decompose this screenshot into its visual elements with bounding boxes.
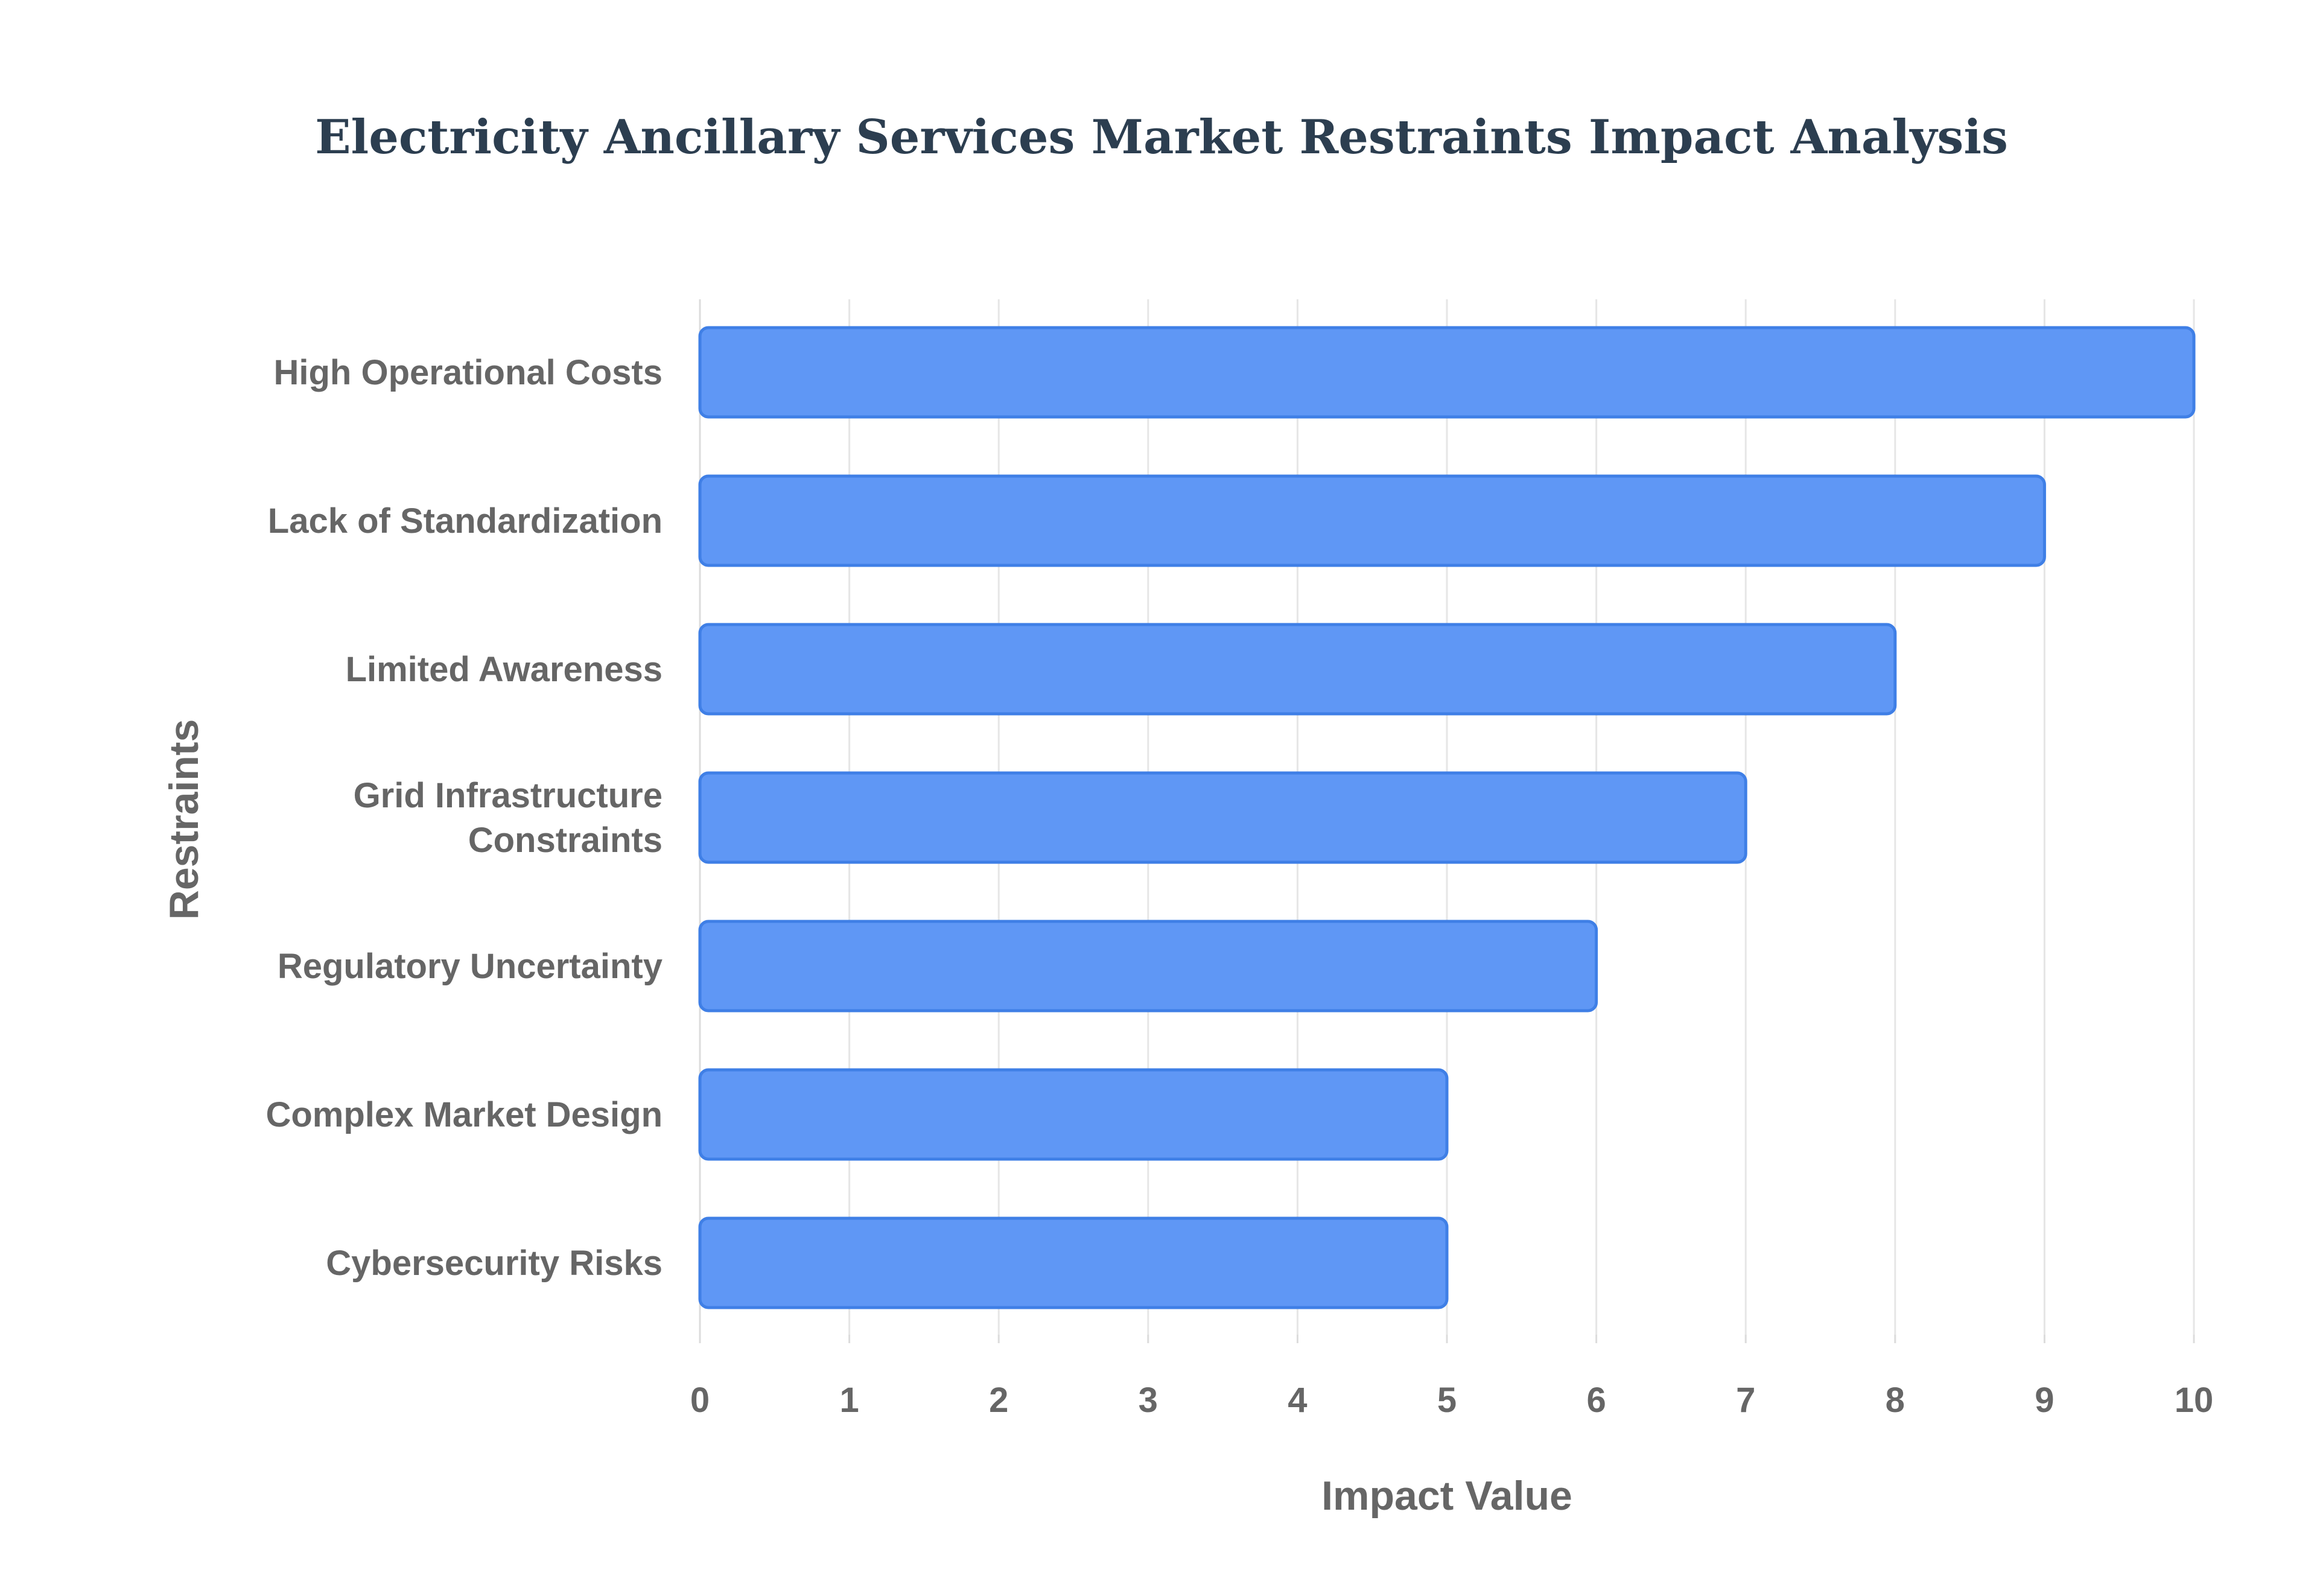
bar[interactable] <box>698 623 1897 716</box>
category-label: Cybersecurity Risks <box>326 1244 663 1283</box>
category-label: Limited Awareness <box>346 650 663 689</box>
bar[interactable] <box>698 771 1747 864</box>
x-tick-label: 1 <box>839 1381 859 1420</box>
x-tick-label: 4 <box>1288 1381 1307 1420</box>
x-tick-label: 2 <box>989 1381 1008 1420</box>
bars-layer <box>698 326 2196 1309</box>
bar[interactable] <box>698 474 2046 567</box>
y-axis-title: Restraints <box>161 719 207 920</box>
bar[interactable] <box>698 1216 1449 1309</box>
x-tick-label: 7 <box>1736 1381 1755 1420</box>
x-axis-title: Impact Value <box>1321 1473 1572 1519</box>
chart-title: Electricity Ancillary Services Market Re… <box>315 110 2008 165</box>
x-tick-label: 10 <box>2175 1381 2214 1420</box>
bar[interactable] <box>698 920 1598 1013</box>
category-label: Grid Infrastructure Constraints <box>354 776 663 860</box>
x-tick-label: 9 <box>2035 1381 2054 1420</box>
category-label: High Operational Costs <box>273 353 663 392</box>
bar[interactable] <box>698 326 2196 419</box>
x-tick-labels: 0 1 2 3 4 5 6 7 8 9 10 <box>690 1381 2213 1420</box>
x-tick-label: 8 <box>1886 1381 1905 1420</box>
category-label: Complex Market Design <box>265 1095 663 1134</box>
bar[interactable] <box>698 1068 1449 1161</box>
x-tick-label: 0 <box>690 1381 710 1420</box>
x-tick-label: 6 <box>1586 1381 1606 1420</box>
category-label: Regulatory Uncertainty <box>278 947 663 986</box>
x-tick-label: 5 <box>1437 1381 1457 1420</box>
x-tick-label: 3 <box>1139 1381 1158 1420</box>
category-labels: High Operational Costs Lack of Standardiz… <box>265 353 663 1283</box>
category-label: Lack of Standardization <box>268 501 663 541</box>
